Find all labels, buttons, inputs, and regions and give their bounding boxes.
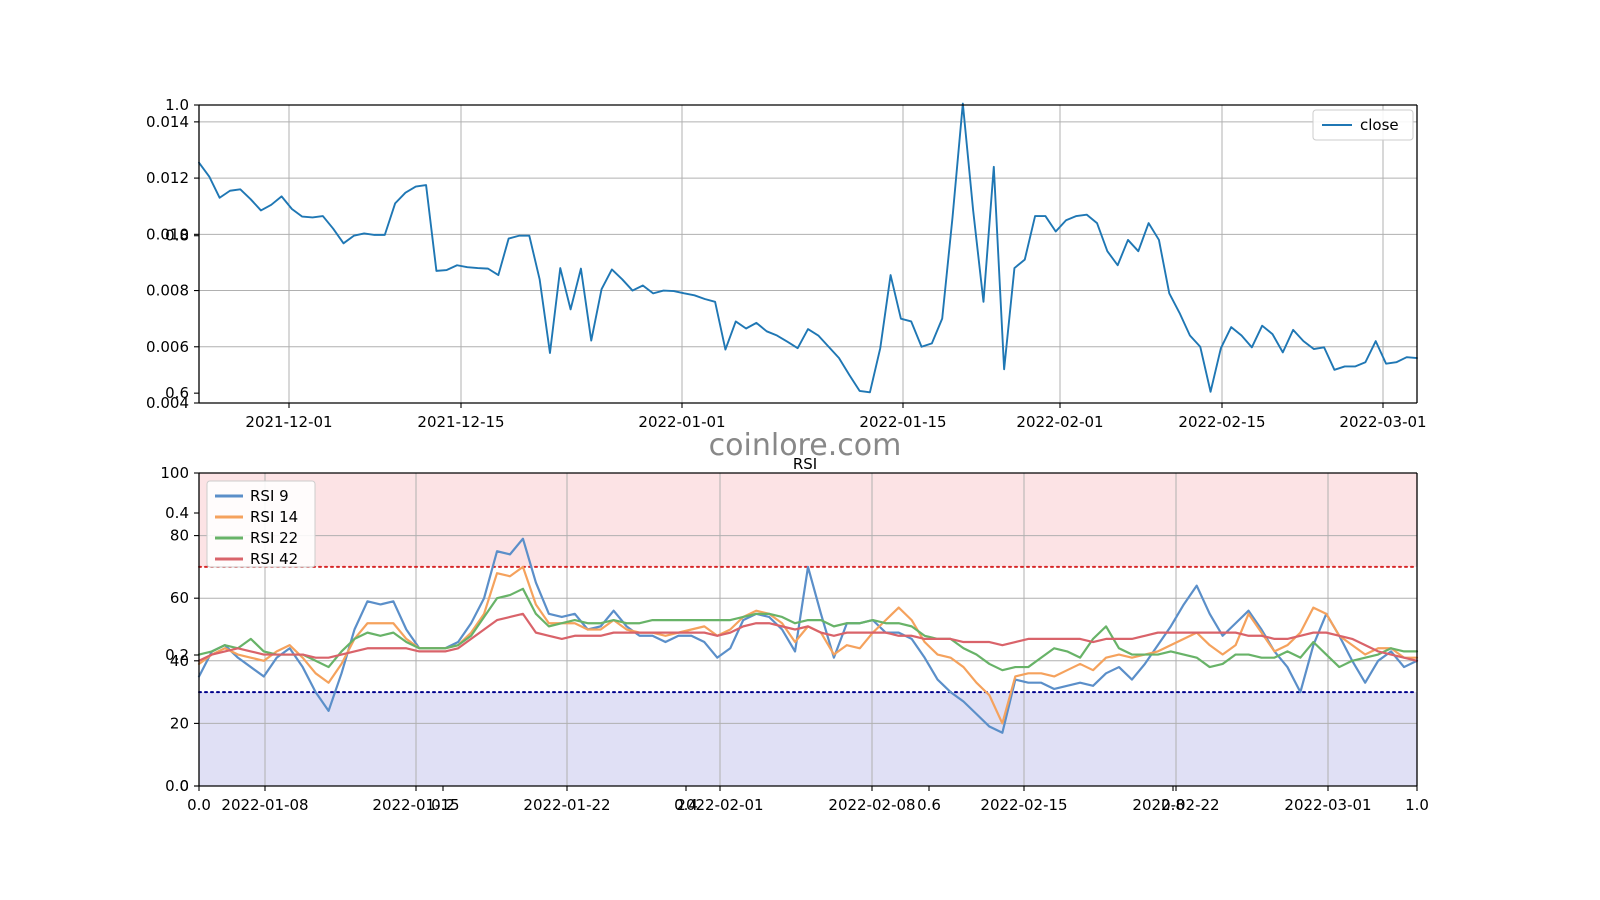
rsi-xtick-label: 2022-03-01 [1284, 796, 1371, 814]
rsi-oversold-band [199, 692, 1417, 786]
rsi-ytick-label: 20 [170, 714, 189, 732]
rsi-legend[interactable]: RSI 9 RSI 14 RSI 22 RSI 42 [206, 480, 316, 568]
rsi-panel-title: RSI [793, 455, 817, 473]
price-close-line [198, 102, 1418, 394]
rsi-xtick-label-secondary: 0.4 [674, 796, 698, 814]
price-xtick-label: 2021-12-15 [417, 413, 504, 431]
price-xtick-label: 2021-12-01 [245, 413, 332, 431]
price-xtick-label: 2022-01-15 [859, 413, 946, 431]
rsi-ytick-label-secondary: 0.0 [165, 777, 189, 795]
price-xtick-label: 2022-03-01 [1339, 413, 1426, 431]
rsi-legend-label-rsi-9: RSI 9 [250, 487, 289, 505]
price-legend-label-close: close [1360, 116, 1399, 134]
rsi-xtick-label: 2022-01-08 [221, 796, 308, 814]
rsi-panel: 0 20 40 60 80 100 0.0 0.2 0.4 2022-01-08 2022-01-1… [160, 464, 1429, 814]
price-ytick-label: 0.012 [146, 169, 189, 187]
watermark-label: coinlore.com [709, 428, 902, 463]
rsi-ytick-label: 100 [160, 464, 189, 482]
price-xtick-label: 2022-02-01 [1016, 413, 1103, 431]
rsi-overbought-band [199, 473, 1417, 567]
rsi-line-rsi-22 [197, 587, 1419, 672]
price-ytick-label: 0.006 [146, 338, 189, 356]
rsi-legend-label-rsi-42: RSI 42 [250, 550, 298, 568]
rsi-xtick-label: 2022-01-15 [372, 796, 459, 814]
rsi-ytick-label-secondary: 0.2 [165, 646, 189, 664]
price-panel: 0.004 0.006 0.008 0.010 0.012 0.014 0.6 0.8 1.0 2… [146, 96, 1427, 431]
rsi-xtick-label: 2022-01-22 [523, 796, 610, 814]
price-ytick-label-secondary: 0.6 [165, 384, 189, 402]
price-legend-box [1312, 109, 1414, 141]
price-xtick-label: 2022-01-01 [638, 413, 725, 431]
rsi-xtick-label-secondary: 1.0 [1405, 796, 1429, 814]
rsi-ytick-label: 40 [170, 652, 189, 670]
price-ytick-label: 0.010 [146, 225, 189, 243]
rsi-legend-box [206, 480, 316, 568]
rsi-xtick-label: 2022-02-15 [980, 796, 1067, 814]
rsi-ytick-label-secondary: 0.4 [165, 504, 189, 522]
rsi-ytick-label: 60 [170, 589, 189, 607]
rsi-xtick-label-secondary: 0.8 [1161, 796, 1185, 814]
price-ytick-label-secondary: 1.0 [165, 96, 189, 114]
rsi-legend-label-rsi-14: RSI 14 [250, 508, 298, 526]
rsi-line-rsi-9 [197, 537, 1419, 734]
rsi-xtick-label-secondary: 0.6 [917, 796, 941, 814]
price-ytick-label: 0.014 [146, 113, 189, 131]
price-ytick-label-secondary: 0.8 [165, 227, 189, 245]
price-xtick-label: 2022-02-15 [1178, 413, 1265, 431]
rsi-xtick-label-secondary: 0.0 [187, 796, 211, 814]
price-legend[interactable]: close [1312, 109, 1414, 141]
rsi-ytick-label: 80 [170, 527, 189, 545]
rsi-line-rsi-42 [197, 612, 1419, 662]
price-ytick-label: 0.004 [146, 394, 189, 412]
rsi-xtick-label: 2022-02-22 [1132, 796, 1219, 814]
rsi-xtick-label-secondary: 0.2 [431, 796, 455, 814]
rsi-ytick-label: 0 [179, 777, 189, 795]
price-ytick-label: 0.008 [146, 282, 189, 300]
rsi-legend-label-rsi-22: RSI 22 [250, 529, 298, 547]
rsi-xtick-label: 2022-02-08 [828, 796, 915, 814]
rsi-xtick-label: 2022-02-01 [676, 796, 763, 814]
